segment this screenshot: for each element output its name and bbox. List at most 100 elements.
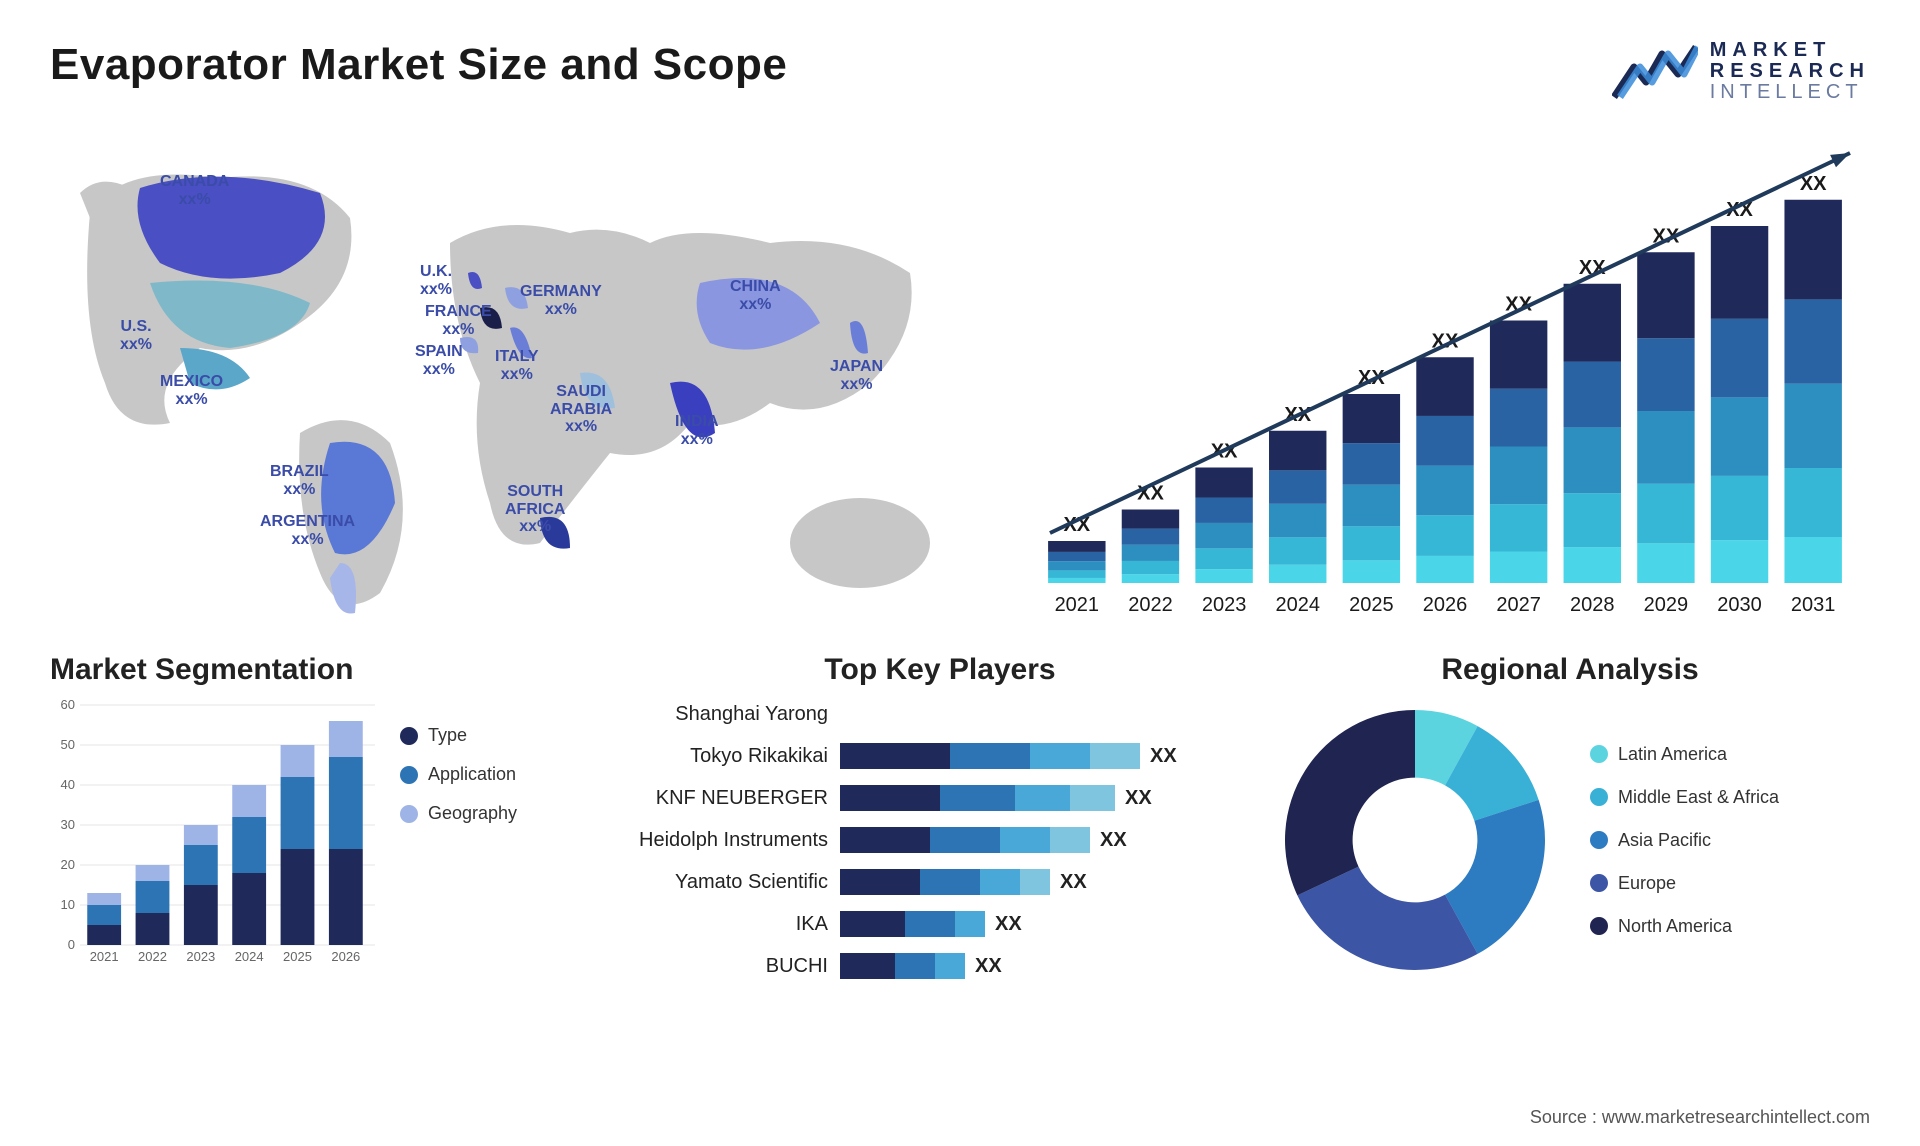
growth-bar-2023-seg1 bbox=[1195, 548, 1252, 569]
player-bar-wrap: XX bbox=[840, 953, 1002, 979]
player-bar-seg bbox=[980, 869, 1020, 895]
player-bar-wrap: XX bbox=[840, 869, 1087, 895]
player-bar-seg bbox=[935, 953, 965, 979]
map-label-brazil: BRAZILxx% bbox=[270, 463, 329, 498]
player-name: Tokyo Rikakikai bbox=[630, 745, 840, 768]
growth-bar-2028-seg4 bbox=[1564, 284, 1621, 362]
player-bar-seg bbox=[1030, 743, 1090, 769]
map-label-saudiarabia: SAUDIARABIAxx% bbox=[550, 383, 612, 436]
growth-bar-2029-seg2 bbox=[1637, 411, 1694, 484]
logo-line3: INTELLECT bbox=[1710, 82, 1870, 103]
growth-bar-2028-seg2 bbox=[1564, 427, 1621, 493]
seg-bar-2021-type bbox=[87, 925, 121, 945]
growth-bar-2030-seg0 bbox=[1711, 540, 1768, 583]
growth-bar-2021-seg1 bbox=[1048, 570, 1105, 578]
brand-logo: MARKET RESEARCH INTELLECT bbox=[1612, 40, 1870, 103]
player-bar-seg bbox=[930, 827, 1000, 853]
growth-bar-2028-seg1 bbox=[1564, 493, 1621, 547]
growth-bar-2022-seg2 bbox=[1122, 545, 1179, 561]
player-bar-seg bbox=[840, 911, 905, 937]
player-row: BUCHIXX bbox=[630, 947, 1250, 985]
seg-ytick: 0 bbox=[68, 937, 75, 952]
player-bar-seg bbox=[905, 911, 955, 937]
growth-bar-2021-seg0 bbox=[1048, 578, 1105, 583]
legend-label: Middle East & Africa bbox=[1618, 787, 1779, 808]
growth-bar-2022-seg1 bbox=[1122, 561, 1179, 574]
growth-bar-2028-seg0 bbox=[1564, 547, 1621, 583]
regional-legend-item: North America bbox=[1590, 916, 1779, 937]
growth-bar-2021-seg3 bbox=[1048, 552, 1105, 561]
player-bar-seg bbox=[895, 953, 935, 979]
growth-year-2029: 2029 bbox=[1644, 594, 1689, 616]
growth-bar-2026-seg1 bbox=[1416, 515, 1473, 556]
seg-ytick: 50 bbox=[61, 737, 75, 752]
segmentation-title: Market Segmentation bbox=[50, 653, 610, 687]
seg-bar-2023-application bbox=[184, 845, 218, 885]
player-bar-wrap: XX bbox=[840, 827, 1127, 853]
player-bar-seg bbox=[1000, 827, 1050, 853]
player-bar bbox=[840, 869, 1050, 895]
growth-bar-2023-seg2 bbox=[1195, 523, 1252, 548]
growth-chart: XX2021XX2022XX2023XX2024XX2025XX2026XX20… bbox=[1020, 123, 1870, 643]
growth-bar-2024-seg0 bbox=[1269, 565, 1326, 583]
player-bar-seg bbox=[955, 911, 985, 937]
player-value: XX bbox=[1100, 829, 1127, 852]
player-value: XX bbox=[995, 913, 1022, 936]
growth-bar-2024-seg3 bbox=[1269, 470, 1326, 503]
growth-year-2026: 2026 bbox=[1423, 594, 1468, 616]
growth-bar-2030-seg2 bbox=[1711, 397, 1768, 476]
growth-year-2027: 2027 bbox=[1496, 594, 1541, 616]
segmentation-panel: Market Segmentation 01020304050602021202… bbox=[50, 653, 610, 985]
seg-bar-2026-geography bbox=[329, 721, 363, 757]
regional-legend-item: Middle East & Africa bbox=[1590, 787, 1779, 808]
regional-title: Regional Analysis bbox=[1270, 653, 1870, 687]
map-label-china: CHINAxx% bbox=[730, 278, 781, 313]
legend-swatch-icon bbox=[1590, 831, 1608, 849]
legend-swatch-icon bbox=[1590, 874, 1608, 892]
player-bar-seg bbox=[950, 743, 1030, 769]
legend-swatch-icon bbox=[1590, 788, 1608, 806]
map-label-canada: CANADAxx% bbox=[160, 173, 229, 208]
growth-year-2021: 2021 bbox=[1055, 594, 1100, 616]
seg-bar-2024-geography bbox=[232, 785, 266, 817]
players-rows: Shanghai Yarong Tokyo Rikakikai XX KNF NEUB… bbox=[630, 695, 1250, 985]
seg-legend-application: Application bbox=[400, 764, 517, 785]
player-row: Heidolph InstrumentsXX bbox=[630, 821, 1250, 859]
seg-legend-type: Type bbox=[400, 725, 517, 746]
growth-bar-2029-seg1 bbox=[1637, 484, 1694, 544]
growth-bar-2026-seg3 bbox=[1416, 416, 1473, 466]
growth-bar-2027-seg4 bbox=[1490, 321, 1547, 389]
map-label-argentina: ARGENTINAxx% bbox=[260, 513, 355, 548]
map-label-us: U.S.xx% bbox=[120, 318, 152, 353]
player-bar-seg bbox=[1070, 785, 1115, 811]
player-bar-seg bbox=[840, 785, 940, 811]
legend-label: Europe bbox=[1618, 873, 1676, 894]
player-row: KNF NEUBERGERXX bbox=[630, 779, 1250, 817]
growth-bar-2022-seg0 bbox=[1122, 574, 1179, 583]
legend-label: Asia Pacific bbox=[1618, 830, 1711, 851]
map-label-germany: GERMANYxx% bbox=[520, 283, 602, 318]
players-title: Top Key Players bbox=[630, 653, 1250, 687]
growth-bar-2030-seg3 bbox=[1711, 319, 1768, 398]
seg-bar-2026-type bbox=[329, 849, 363, 945]
seg-ytick: 10 bbox=[61, 897, 75, 912]
growth-bar-2023-seg0 bbox=[1195, 569, 1252, 583]
map-label-india: INDIAxx% bbox=[675, 413, 719, 448]
growth-bar-2022-seg4 bbox=[1122, 510, 1179, 529]
seg-bar-2024-type bbox=[232, 873, 266, 945]
growth-bar-2021-seg2 bbox=[1048, 561, 1105, 570]
player-bar-seg bbox=[840, 743, 950, 769]
growth-bar-2031-seg2 bbox=[1784, 384, 1841, 468]
regional-legend: Latin AmericaMiddle East & AfricaAsia Pa… bbox=[1590, 744, 1779, 937]
seg-bar-2023-geography bbox=[184, 825, 218, 845]
growth-year-2024: 2024 bbox=[1275, 594, 1320, 616]
player-name: Shanghai Yarong bbox=[630, 703, 840, 726]
player-bar bbox=[840, 953, 965, 979]
growth-bar-2027-seg1 bbox=[1490, 504, 1547, 551]
player-bar-seg bbox=[920, 869, 980, 895]
growth-bar-2023-seg3 bbox=[1195, 498, 1252, 523]
growth-year-2025: 2025 bbox=[1349, 594, 1394, 616]
growth-bar-2027-seg2 bbox=[1490, 447, 1547, 505]
map-label-uk: U.K.xx% bbox=[420, 263, 452, 298]
seg-ytick: 40 bbox=[61, 777, 75, 792]
